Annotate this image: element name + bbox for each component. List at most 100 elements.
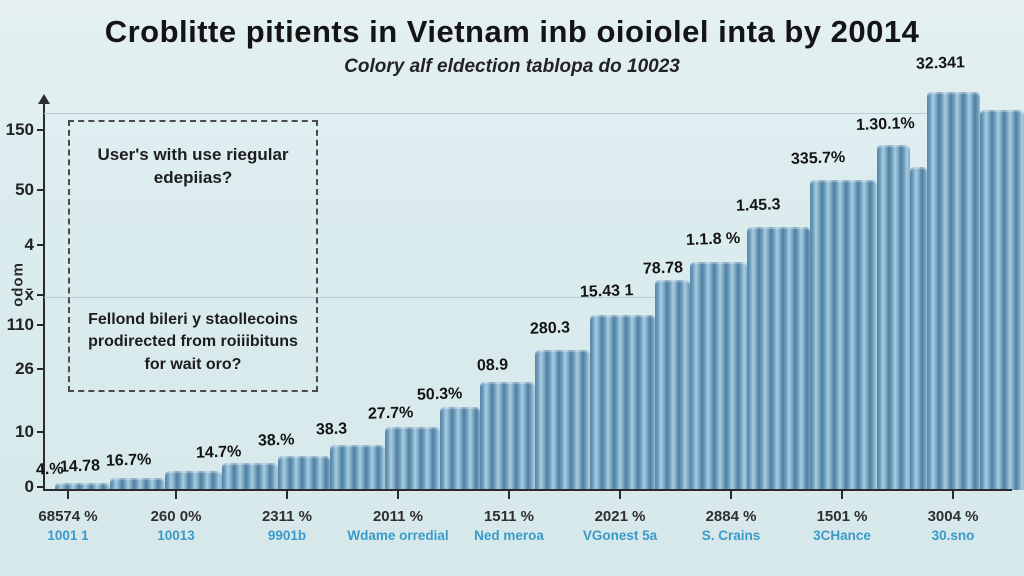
bar-segment (590, 315, 655, 490)
x-tick-mark (175, 491, 177, 499)
x-tick-label-secondary: 10013 (157, 528, 195, 543)
x-tick-mark (730, 491, 732, 499)
bar-segment (810, 180, 877, 490)
bar-segment (877, 145, 910, 490)
x-tick-label-primary: 2011 % (372, 508, 424, 525)
y-axis-line (43, 102, 45, 491)
y-tick-mark (37, 368, 44, 370)
bar-value-label: 38.% (257, 431, 295, 450)
bar-segment (330, 445, 385, 490)
bar-value-label: 32.341 (915, 54, 966, 73)
x-tick-mark (841, 491, 843, 499)
y-tick-mark (37, 189, 44, 191)
gridline (44, 113, 1010, 114)
x-tick-label-secondary: 30.sno (931, 528, 975, 543)
y-tick-mark (37, 431, 44, 433)
x-tick-label-primary: 260 0% (150, 508, 202, 525)
bar-segment (480, 382, 535, 490)
bar-segment (385, 427, 440, 490)
x-tick-label-group: 2011 % Wdame orredial (323, 508, 473, 543)
x-tick-label-primary: 2311 % (261, 508, 313, 525)
x-tick-label-group: 2021 % VGonest 5a (545, 508, 695, 543)
bar-segment (278, 456, 330, 490)
bar-value-label: 15.43 1 (579, 282, 634, 301)
bar-value-label: 50.3% (416, 385, 463, 404)
gridline (44, 297, 1010, 298)
y-tick-mark (37, 129, 44, 131)
bar-value-label: 1.45.3 (735, 196, 781, 215)
x-tick-label-secondary: Wdame orredial (347, 528, 449, 543)
y-tick-label: 0 (24, 477, 34, 496)
bar-segment (55, 483, 110, 490)
bar-value-label: 14.78 (59, 457, 101, 476)
x-tick-mark (508, 491, 510, 499)
x-tick-mark (952, 491, 954, 499)
bar-segment (165, 471, 222, 490)
y-tick-label: 110 (6, 315, 34, 334)
x-tick-label-primary: 1511 % (483, 508, 535, 525)
bar-value-label: 38.3 (315, 420, 348, 439)
bar-value-label: 16.7% (105, 451, 152, 470)
y-axis-arrow-icon (38, 94, 50, 104)
x-tick-label-primary: 68574 % (38, 508, 98, 525)
bar-value-label: 08.9 (476, 356, 509, 375)
annotation-bottom-text: Fellond bileri y staollecoins prodirecte… (80, 309, 306, 376)
x-tick-label-secondary: 3CHance (813, 528, 871, 543)
x-tick-label-group: 260 0% 10013 (101, 508, 251, 543)
bar-segment (222, 463, 278, 490)
x-tick-label-primary: 3004 % (927, 508, 979, 525)
bar-segment (747, 227, 810, 490)
x-tick-label-primary: 1501 % (816, 508, 868, 525)
x-tick-label-group: 3004 % 30.sno (878, 508, 1024, 543)
y-tick-label: 50 (15, 180, 34, 199)
x-tick-label-group: 1511 % Ned meroa (434, 508, 584, 543)
bar-segment (655, 280, 690, 490)
bar-value-label: 14.7% (195, 443, 242, 462)
y-tick-label: 26 (15, 359, 34, 378)
annotation-bottom-line2: prodirected from roiiibituns (88, 333, 298, 351)
y-tick-mark (37, 294, 44, 296)
bar-segment (910, 167, 927, 490)
bar-segment (927, 92, 980, 490)
x-tick-label-secondary: 9901b (267, 528, 307, 543)
annotation-top-line2: edepiias? (153, 167, 233, 187)
y-tick-label: 4 (24, 235, 34, 254)
x-tick-label-group: 68574 % 1001 1 (0, 508, 143, 543)
bar-value-label: 280.3 (529, 319, 571, 338)
y-tick-label: 150 (5, 120, 34, 139)
x-tick-mark (397, 491, 399, 499)
y-tick-mark (37, 324, 44, 326)
chart-subtitle: Colory alf eldection tablopa do 10023 (344, 56, 680, 77)
bar-value-label: 1.1.8 % (685, 230, 741, 249)
x-axis-line (43, 489, 1012, 491)
bar-value-label: 78.78 (642, 259, 684, 278)
y-tick-label: 10 (15, 422, 34, 441)
y-tick-mark (37, 486, 44, 488)
bar-value-label: 1.30.1% (855, 114, 915, 135)
bar-segment (110, 478, 165, 490)
annotation-bottom-line1: Fellond bileri y staollecoins (88, 310, 298, 328)
x-tick-label-secondary: VGonest 5a (582, 528, 658, 543)
x-tick-label-secondary: 1001 1 (47, 528, 89, 543)
x-tick-mark (286, 491, 288, 499)
x-tick-label-group: 1501 % 3CHance (767, 508, 917, 543)
bar-segment (440, 407, 480, 490)
annotation-top-text: User's with use riegular edepiias? (80, 144, 306, 190)
y-tick-mark (37, 244, 44, 246)
annotation-box: User's with use riegular edepiias? Fello… (68, 120, 318, 392)
x-tick-label-primary: 2884 % (705, 508, 757, 525)
x-tick-label-secondary: Ned meroa (474, 528, 544, 543)
bar-value-label: 335.7% (790, 149, 846, 168)
x-tick-label-group: 2884 % S. Crains (656, 508, 806, 543)
chart-title: Croblitte pitients in Vietnam inb oioiol… (104, 14, 920, 49)
bar-segment (535, 350, 590, 490)
x-tick-label-primary: 2021 % (594, 508, 646, 525)
annotation-top-line1: User's with use riegular (97, 145, 289, 164)
bar-value-label: 27.7% (367, 404, 414, 423)
bar-segment (980, 110, 1024, 490)
x-tick-label-group: 2311 % 9901b (212, 508, 362, 543)
x-tick-mark (619, 491, 621, 499)
y-tick-label: x̄ (24, 285, 34, 304)
x-tick-mark (67, 491, 69, 499)
annotation-bottom-line3: for wait oro? (144, 355, 242, 373)
